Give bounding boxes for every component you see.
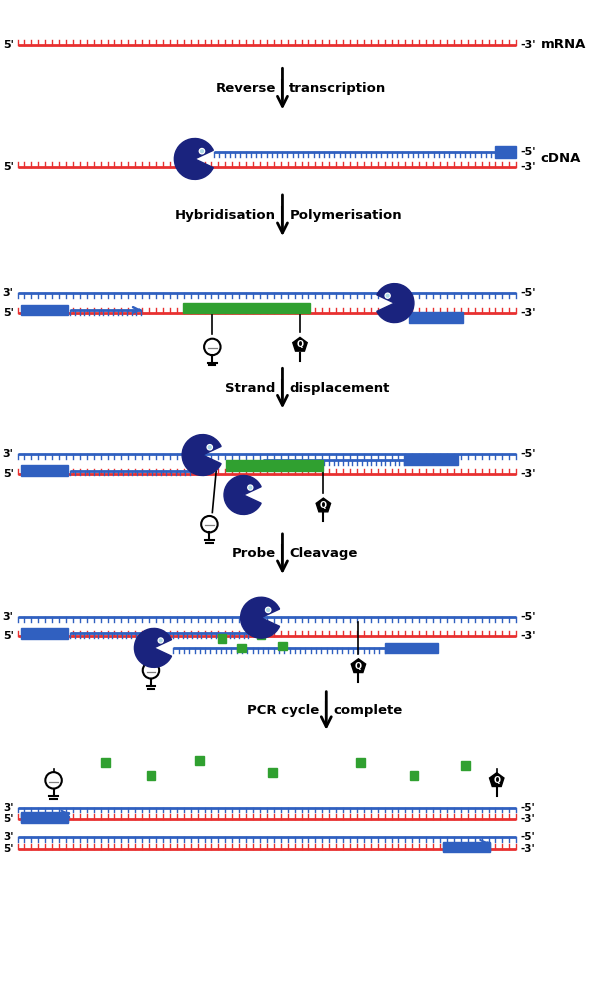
Polygon shape	[490, 773, 504, 786]
Text: -3': -3'	[520, 308, 536, 318]
Circle shape	[207, 445, 213, 450]
Bar	[21, 465, 68, 476]
Text: 5': 5'	[3, 468, 14, 478]
Bar	[443, 843, 490, 853]
Text: -5': -5'	[520, 288, 536, 298]
Text: 5': 5'	[3, 162, 14, 172]
Bar	[226, 460, 323, 471]
Bar	[21, 304, 68, 315]
Wedge shape	[134, 628, 172, 667]
Text: complete: complete	[333, 704, 403, 717]
Text: transcription: transcription	[289, 82, 387, 95]
Bar	[268, 769, 277, 777]
Wedge shape	[224, 475, 261, 515]
Text: Q: Q	[297, 341, 304, 350]
Bar	[183, 302, 310, 313]
Text: -3': -3'	[520, 844, 535, 854]
Text: 5': 5'	[3, 631, 14, 641]
Bar	[218, 633, 227, 642]
Text: 5': 5'	[3, 844, 14, 854]
Text: -3': -3'	[520, 162, 536, 172]
Bar	[385, 642, 438, 653]
Circle shape	[201, 150, 204, 152]
Circle shape	[46, 772, 62, 788]
Circle shape	[385, 293, 390, 298]
Circle shape	[208, 446, 211, 449]
Bar	[237, 643, 246, 652]
Bar	[21, 813, 68, 823]
Text: -5': -5'	[520, 612, 536, 621]
Wedge shape	[240, 597, 279, 638]
Circle shape	[386, 294, 389, 297]
Circle shape	[249, 486, 252, 489]
Text: Polymerisation: Polymerisation	[289, 208, 402, 222]
Text: -5': -5'	[520, 802, 535, 812]
Text: Strand: Strand	[226, 381, 276, 395]
Circle shape	[266, 608, 271, 613]
Bar	[21, 628, 68, 638]
Text: Reverse: Reverse	[215, 82, 276, 95]
Text: 3': 3'	[3, 832, 14, 842]
Wedge shape	[174, 138, 213, 180]
Polygon shape	[316, 498, 330, 512]
Circle shape	[204, 339, 221, 355]
Text: 3': 3'	[3, 288, 14, 298]
Bar	[404, 454, 458, 465]
Text: cDNA: cDNA	[540, 152, 581, 165]
Text: -5': -5'	[520, 832, 535, 842]
Text: 5': 5'	[3, 814, 14, 824]
Wedge shape	[182, 435, 221, 475]
Circle shape	[143, 662, 159, 679]
Text: Q: Q	[355, 662, 362, 671]
Bar	[21, 812, 68, 822]
Text: -3': -3'	[520, 631, 536, 641]
Text: 5': 5'	[3, 308, 14, 318]
Text: -5': -5'	[520, 147, 536, 157]
Polygon shape	[293, 337, 307, 351]
Text: -5': -5'	[520, 450, 536, 459]
Circle shape	[200, 148, 205, 154]
Polygon shape	[351, 659, 366, 673]
Bar	[495, 146, 516, 158]
Bar	[356, 759, 365, 768]
Circle shape	[201, 516, 218, 533]
Circle shape	[158, 638, 163, 643]
Circle shape	[159, 639, 162, 642]
Bar	[410, 771, 419, 780]
Circle shape	[267, 609, 269, 612]
Bar	[278, 641, 287, 650]
Text: Hybridisation: Hybridisation	[175, 208, 276, 222]
Text: -3': -3'	[520, 814, 535, 824]
Text: 3': 3'	[3, 612, 14, 621]
Circle shape	[248, 485, 253, 490]
Text: mRNA: mRNA	[540, 39, 586, 51]
Text: -3': -3'	[520, 40, 536, 50]
Bar	[409, 312, 462, 323]
Bar	[461, 762, 470, 770]
Bar	[195, 757, 204, 766]
Text: displacement: displacement	[289, 381, 390, 395]
Bar	[257, 630, 265, 638]
Text: Cleavage: Cleavage	[289, 547, 358, 560]
Text: 3': 3'	[3, 450, 14, 459]
Text: 3': 3'	[3, 802, 14, 812]
Text: Probe: Probe	[231, 547, 276, 560]
Bar	[101, 759, 110, 768]
Text: 5': 5'	[3, 40, 14, 50]
Text: -3': -3'	[520, 468, 536, 478]
Text: PCR cycle: PCR cycle	[247, 704, 320, 717]
Wedge shape	[377, 284, 414, 322]
Bar	[443, 842, 490, 852]
Text: Q: Q	[320, 501, 327, 510]
Text: Q: Q	[493, 776, 500, 784]
Bar	[147, 771, 155, 780]
